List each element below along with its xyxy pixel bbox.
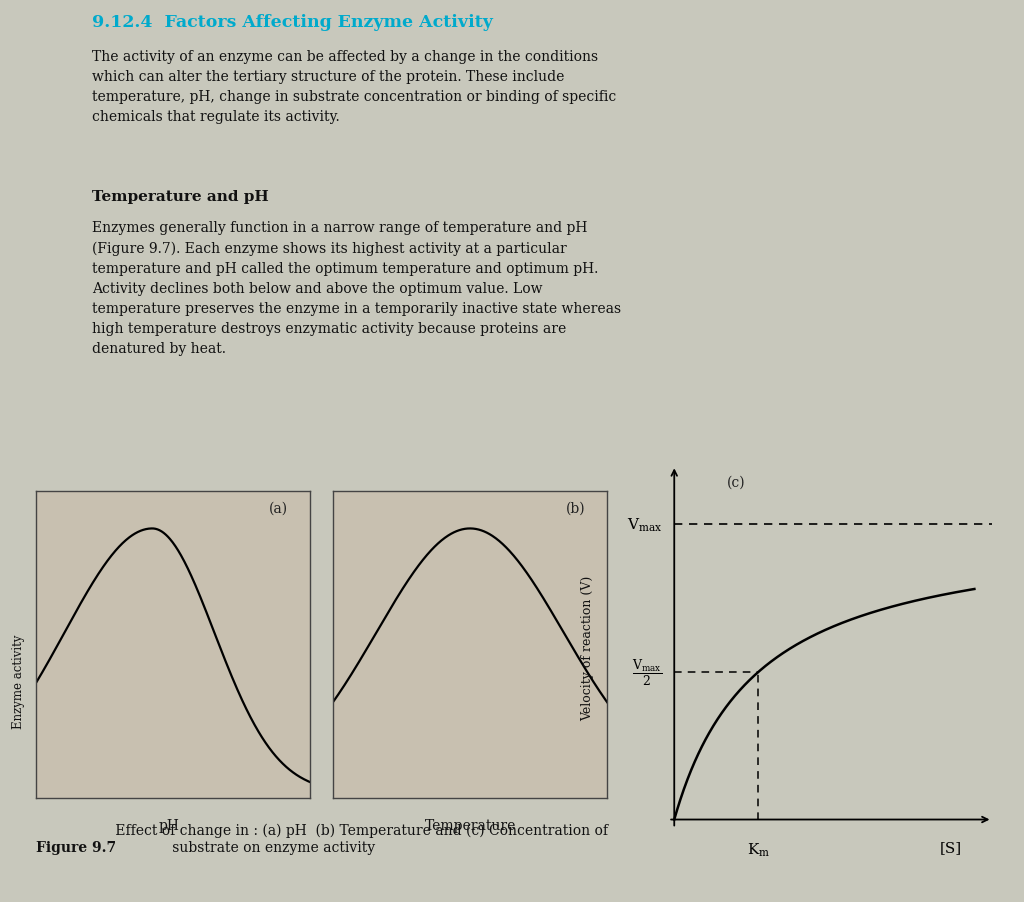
Text: Temperature and pH: Temperature and pH [92,189,269,204]
Text: pH: pH [159,818,179,833]
Text: Enzymes generally function in a narrow range of temperature and pH
(Figure 9.7).: Enzymes generally function in a narrow r… [92,221,622,355]
Text: (a): (a) [269,501,289,515]
Text: 9.12.4  Factors Affecting Enzyme Activity: 9.12.4 Factors Affecting Enzyme Activity [92,14,493,31]
Text: $\mathregular{\dfrac{V_{max}}{2}}$: $\mathregular{\dfrac{V_{max}}{2}}$ [632,658,663,687]
Text: $\mathregular{K_m}$: $\mathregular{K_m}$ [746,841,770,858]
Text: Velocity of reaction (V): Velocity of reaction (V) [581,575,594,720]
Text: [S]: [S] [939,841,962,854]
Text: Effect of change in : (a) pH  (b) Temperature and (c) Concentration of
         : Effect of change in : (a) pH (b) Tempera… [111,823,607,853]
Text: Temperature: Temperature [425,818,517,833]
Text: $\mathregular{V_{max}}$: $\mathregular{V_{max}}$ [627,516,663,534]
Text: Figure 9.7: Figure 9.7 [36,840,116,853]
Text: Enzyme activity: Enzyme activity [12,634,25,728]
Text: The activity of an enzyme can be affected by a change in the conditions
which ca: The activity of an enzyme can be affecte… [92,50,616,124]
Text: (b): (b) [565,501,586,515]
Text: (c): (c) [727,475,745,489]
